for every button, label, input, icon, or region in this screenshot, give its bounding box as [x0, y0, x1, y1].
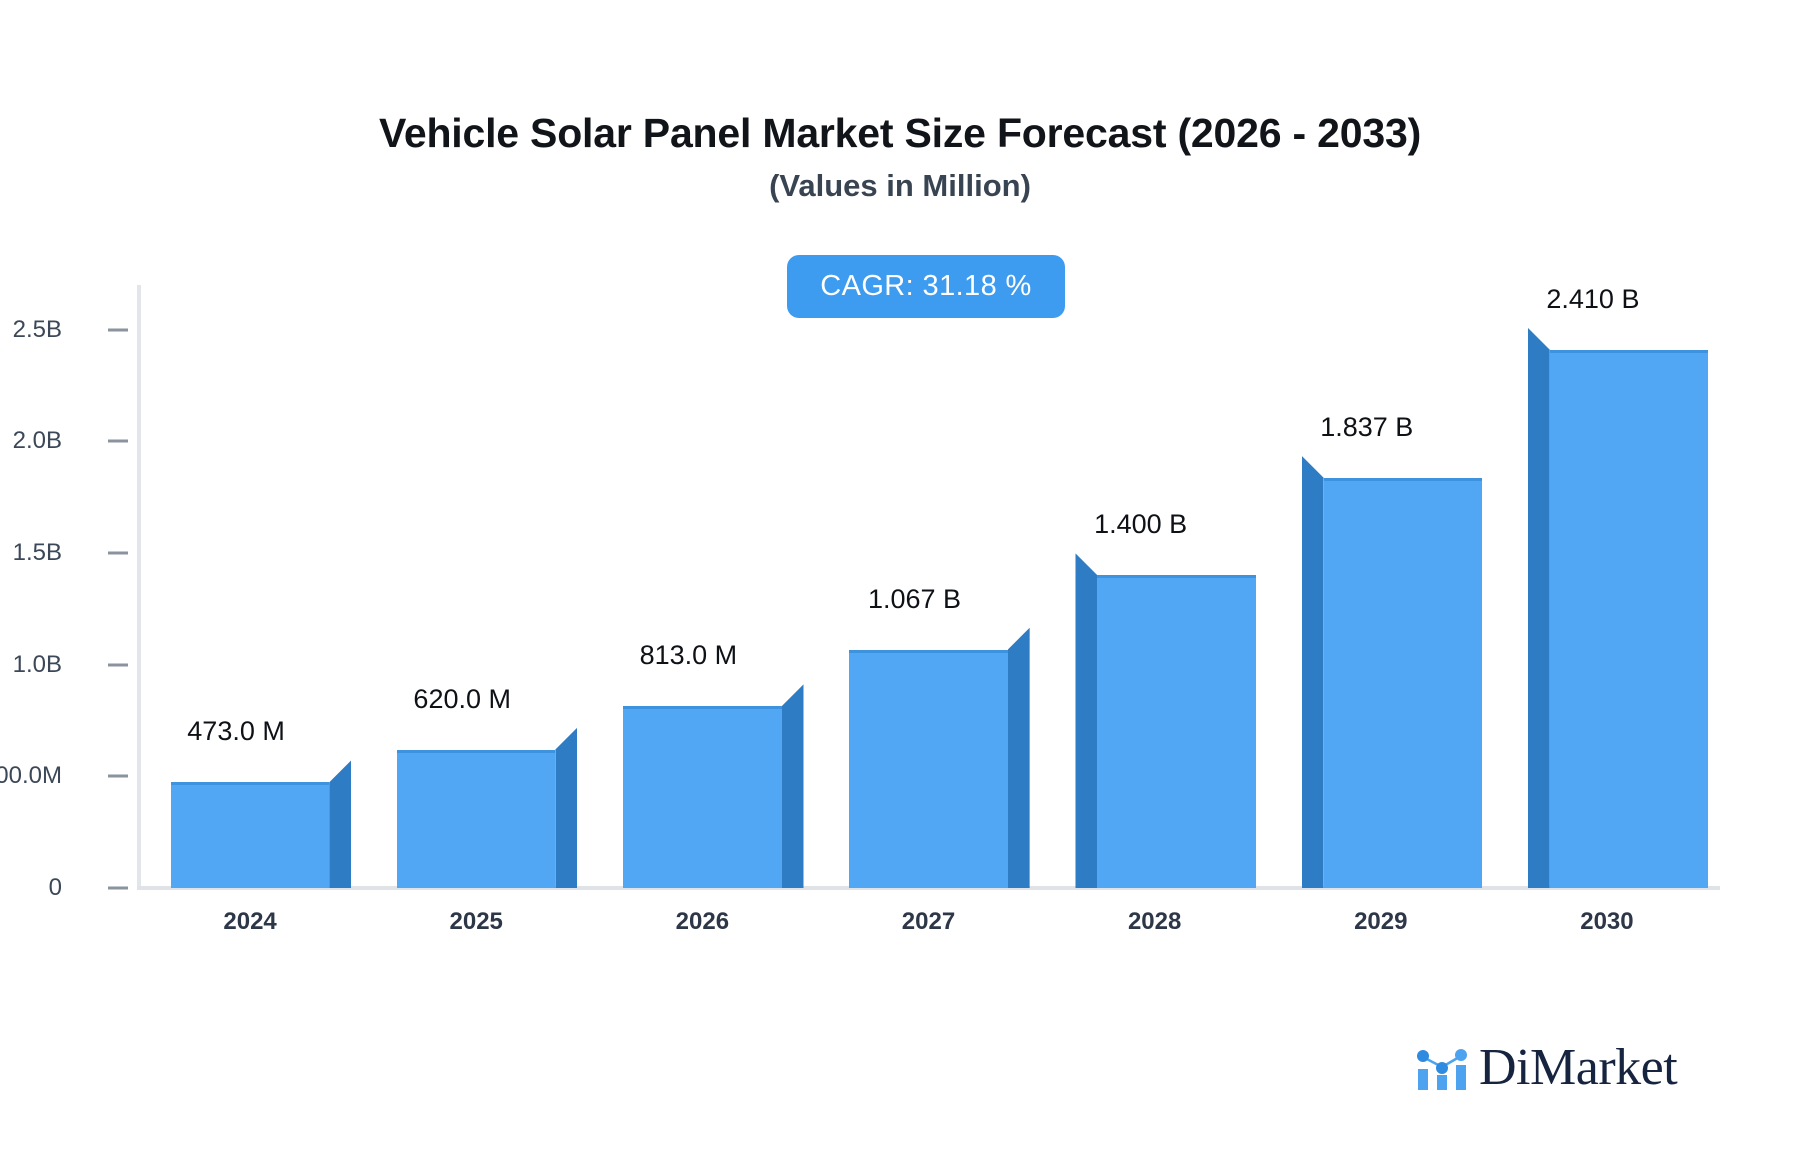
bar-side-shade	[1075, 553, 1098, 888]
bar-side-shade	[555, 727, 578, 888]
x-axis-tick-label: 2027	[901, 908, 956, 935]
x-axis-tick-label: 2030	[1580, 908, 1634, 935]
y-axis-tick-label: 1.5B	[12, 539, 62, 566]
brand-logo-text: DiMarket	[1479, 1039, 1678, 1096]
y-axis-tick-mark	[108, 663, 128, 667]
bar-top-edge	[1549, 349, 1709, 353]
bar[interactable]	[1301, 455, 1482, 888]
bar-side-shade	[329, 760, 352, 888]
bar-side-shade	[1301, 455, 1324, 888]
cagr-badge: CAGR: 31.18 %	[787, 255, 1065, 318]
x-axis-line	[137, 886, 1720, 890]
bar-face	[1549, 349, 1709, 888]
bar-top-edge	[623, 706, 782, 710]
y-axis-tick-label: 2.0B	[12, 427, 62, 455]
y-axis-tick-label: 2.5B	[12, 315, 62, 343]
bar-face	[623, 706, 782, 888]
bar-value-label: 1.400 B	[1094, 509, 1188, 540]
x-axis-tick-label: 2026	[675, 908, 730, 935]
y-axis-tick-mark	[108, 328, 128, 332]
y-axis-tick-mark	[108, 439, 128, 443]
x-axis-tick-label: 2024	[223, 908, 277, 935]
y-axis-tick-label: 500.0M	[0, 762, 62, 790]
y-axis-tick-mark	[108, 886, 128, 890]
y-axis-tick-label: 1.0B	[12, 650, 62, 678]
bar-value-label: 1.067 B	[867, 583, 962, 614]
bar[interactable]	[1075, 553, 1256, 888]
y-axis-tick-mark	[108, 551, 128, 555]
x-axis-tick-label: 2025	[449, 908, 503, 935]
bar-top-edge	[397, 749, 556, 753]
cagr-badge-label: CAGR: 31.18 %	[820, 270, 1032, 302]
x-axis-tick-label: 2028	[1127, 908, 1182, 935]
bar-top-edge	[170, 782, 330, 786]
chart-title: Vehicle Solar Panel Market Size Forecast…	[378, 110, 1422, 156]
bar-side-shade	[781, 684, 804, 888]
bar-chart-icon	[1417, 1049, 1467, 1090]
bar-face	[397, 749, 556, 888]
brand-logo: DiMarket	[1415, 1039, 1678, 1096]
y-axis-tick-label: 0	[48, 874, 62, 901]
bar-value-label: 1.837 B	[1320, 411, 1414, 442]
bar-face	[1323, 477, 1482, 888]
bar[interactable]	[170, 760, 352, 888]
bar-top-edge	[1323, 477, 1482, 481]
bar-value-label: 473.0 M	[187, 716, 285, 747]
y-axis-line	[137, 285, 141, 890]
bar[interactable]	[623, 684, 804, 888]
bar-face	[849, 649, 1008, 888]
bar-face	[170, 782, 330, 888]
bar-side-shade	[1527, 327, 1550, 888]
bar-side-shade	[1007, 627, 1030, 888]
chart-subtitle: (Values in Million)	[769, 168, 1031, 203]
bar-value-label: 2.410 B	[1546, 283, 1640, 314]
bar[interactable]	[1527, 327, 1709, 888]
bar-face	[1097, 575, 1256, 888]
bar[interactable]	[849, 627, 1030, 888]
y-axis-tick-mark	[108, 774, 128, 778]
bar-value-label: 813.0 M	[639, 640, 738, 671]
bar-top-edge	[1097, 575, 1256, 579]
bar[interactable]	[397, 727, 578, 888]
bar-value-label: 620.0 M	[413, 683, 511, 714]
bar-top-edge	[849, 649, 1008, 653]
x-axis-tick-label: 2029	[1354, 908, 1408, 935]
